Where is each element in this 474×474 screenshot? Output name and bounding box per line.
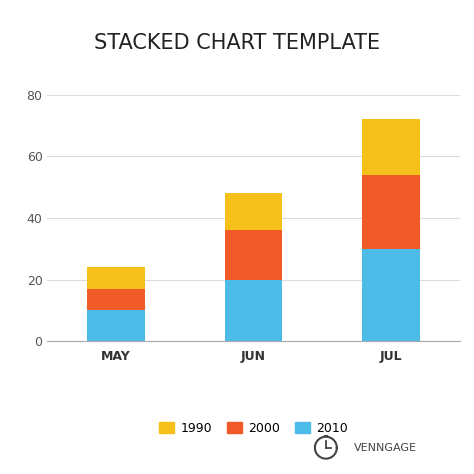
Bar [362,175,420,249]
Bar [87,267,145,289]
Bar [225,193,283,230]
Text: VENNGAGE: VENNGAGE [354,443,417,453]
Bar [87,310,145,341]
Bar [225,230,283,280]
Legend: 1990, 2000, 2010: 1990, 2000, 2010 [154,417,353,439]
Bar [87,289,145,310]
Text: STACKED CHART TEMPLATE: STACKED CHART TEMPLATE [94,33,380,53]
Bar [225,280,283,341]
Bar [362,249,420,341]
Bar [362,119,420,175]
